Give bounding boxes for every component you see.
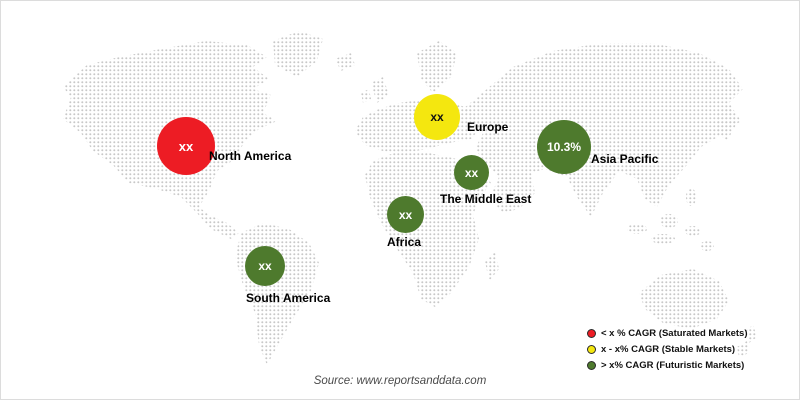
legend-item-futuristic: > x% CAGR (Futuristic Markets) xyxy=(587,360,748,371)
legend-item-saturated: < x % CAGR (Saturated Markets) xyxy=(587,328,748,339)
island xyxy=(627,224,647,234)
legend-label: x - x% CAGR (Stable Markets) xyxy=(601,344,736,355)
continent-africa xyxy=(365,151,491,307)
bubble-europe: xx xyxy=(414,94,460,140)
bubble-value: xx xyxy=(178,138,194,154)
island xyxy=(686,188,696,206)
region-new-zealand xyxy=(737,325,757,357)
region-madagascar xyxy=(485,251,499,281)
region-label-south-america: South America xyxy=(246,291,331,305)
bubble-asia-pacific: 10.3% xyxy=(537,120,591,174)
region-iceland xyxy=(335,53,355,71)
bubble-value: xx xyxy=(258,259,272,273)
region-southeast-asia-islands xyxy=(627,188,714,251)
bubble-value: 10.3% xyxy=(546,140,582,154)
legend-swatch-yellow xyxy=(587,345,596,354)
bubble-africa: xx xyxy=(387,196,424,233)
continent-asia xyxy=(463,43,743,217)
region-label-europe: Europe xyxy=(467,120,509,134)
bubble-north-america: xx xyxy=(157,117,215,175)
region-label-asia-pacific: Asia Pacific xyxy=(591,152,659,166)
legend-label: < x % CAGR (Saturated Markets) xyxy=(601,328,748,339)
region-japan xyxy=(715,105,737,141)
island xyxy=(660,214,678,228)
bubble-middle-east: xx xyxy=(454,155,489,190)
bubble-south-america: xx xyxy=(245,246,285,286)
legend-swatch-green xyxy=(587,361,596,370)
legend-label: > x% CAGR (Futuristic Markets) xyxy=(601,360,745,371)
legend-swatch-red xyxy=(587,329,596,338)
island xyxy=(685,226,701,236)
region-scandinavia xyxy=(417,41,457,93)
continent-australia xyxy=(639,269,729,329)
island xyxy=(700,241,714,251)
bubble-value: xx xyxy=(430,110,444,124)
continent-greenland xyxy=(273,31,323,77)
region-label-africa: Africa xyxy=(387,235,422,249)
continents xyxy=(63,31,757,365)
legend-item-stable: x - x% CAGR (Stable Markets) xyxy=(587,344,748,355)
region-label-middle-east: The Middle East xyxy=(440,192,532,206)
legend: < x % CAGR (Saturated Markets) x - x% CA… xyxy=(587,328,748,376)
region-british-isles xyxy=(361,77,389,103)
bubble-value: xx xyxy=(398,207,413,222)
bubble-value: xx xyxy=(464,165,479,180)
region-label-north-america: North America xyxy=(209,149,292,163)
island xyxy=(651,234,675,244)
